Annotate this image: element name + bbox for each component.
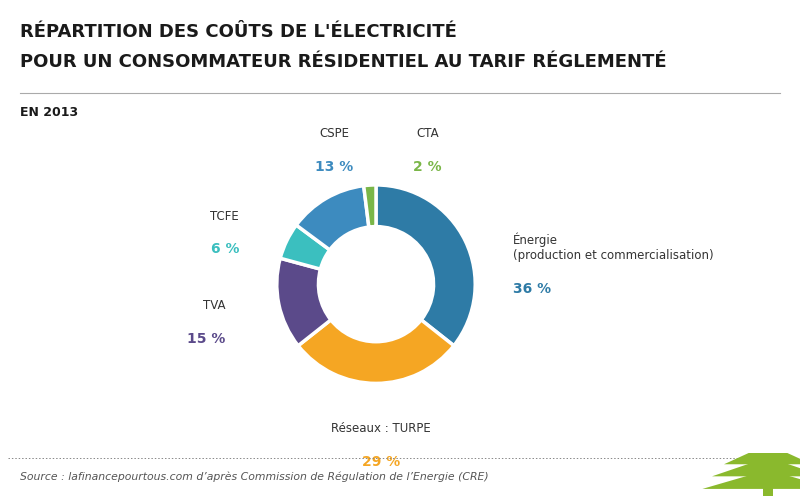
Text: Énergie
(production et commercialisation): Énergie (production et commercialisation… bbox=[513, 233, 714, 263]
Text: POUR UN CONSOMMATEUR RÉSIDENTIEL AU TARIF RÉGLEMENTÉ: POUR UN CONSOMMATEUR RÉSIDENTIEL AU TARI… bbox=[20, 53, 666, 71]
Wedge shape bbox=[296, 186, 369, 250]
Text: 36 %: 36 % bbox=[513, 282, 551, 296]
Text: 6 %: 6 % bbox=[210, 242, 239, 257]
Text: TVA: TVA bbox=[202, 299, 225, 312]
Wedge shape bbox=[364, 185, 376, 227]
Text: TCFE: TCFE bbox=[210, 210, 239, 223]
Text: 15 %: 15 % bbox=[187, 332, 225, 346]
Text: EN 2013: EN 2013 bbox=[20, 106, 78, 119]
Polygon shape bbox=[724, 444, 800, 464]
Text: Réseaux : TURPE: Réseaux : TURPE bbox=[331, 422, 431, 435]
FancyBboxPatch shape bbox=[763, 487, 773, 496]
Wedge shape bbox=[280, 225, 330, 269]
Wedge shape bbox=[298, 320, 454, 383]
Polygon shape bbox=[702, 470, 800, 489]
Text: CSPE: CSPE bbox=[319, 127, 350, 140]
Text: Source : lafinancepourtous.com d’après Commission de Régulation de l’Energie (CR: Source : lafinancepourtous.com d’après C… bbox=[20, 472, 489, 482]
Text: CTA: CTA bbox=[416, 127, 439, 140]
Text: 2 %: 2 % bbox=[414, 160, 442, 174]
Text: RÉPARTITION DES COÛTS DE L'ÉLECTRICITÉ: RÉPARTITION DES COÛTS DE L'ÉLECTRICITÉ bbox=[20, 23, 457, 41]
Polygon shape bbox=[712, 457, 800, 476]
Wedge shape bbox=[277, 258, 331, 346]
Text: 13 %: 13 % bbox=[315, 160, 354, 174]
Text: 29 %: 29 % bbox=[362, 455, 400, 469]
Wedge shape bbox=[376, 185, 475, 346]
